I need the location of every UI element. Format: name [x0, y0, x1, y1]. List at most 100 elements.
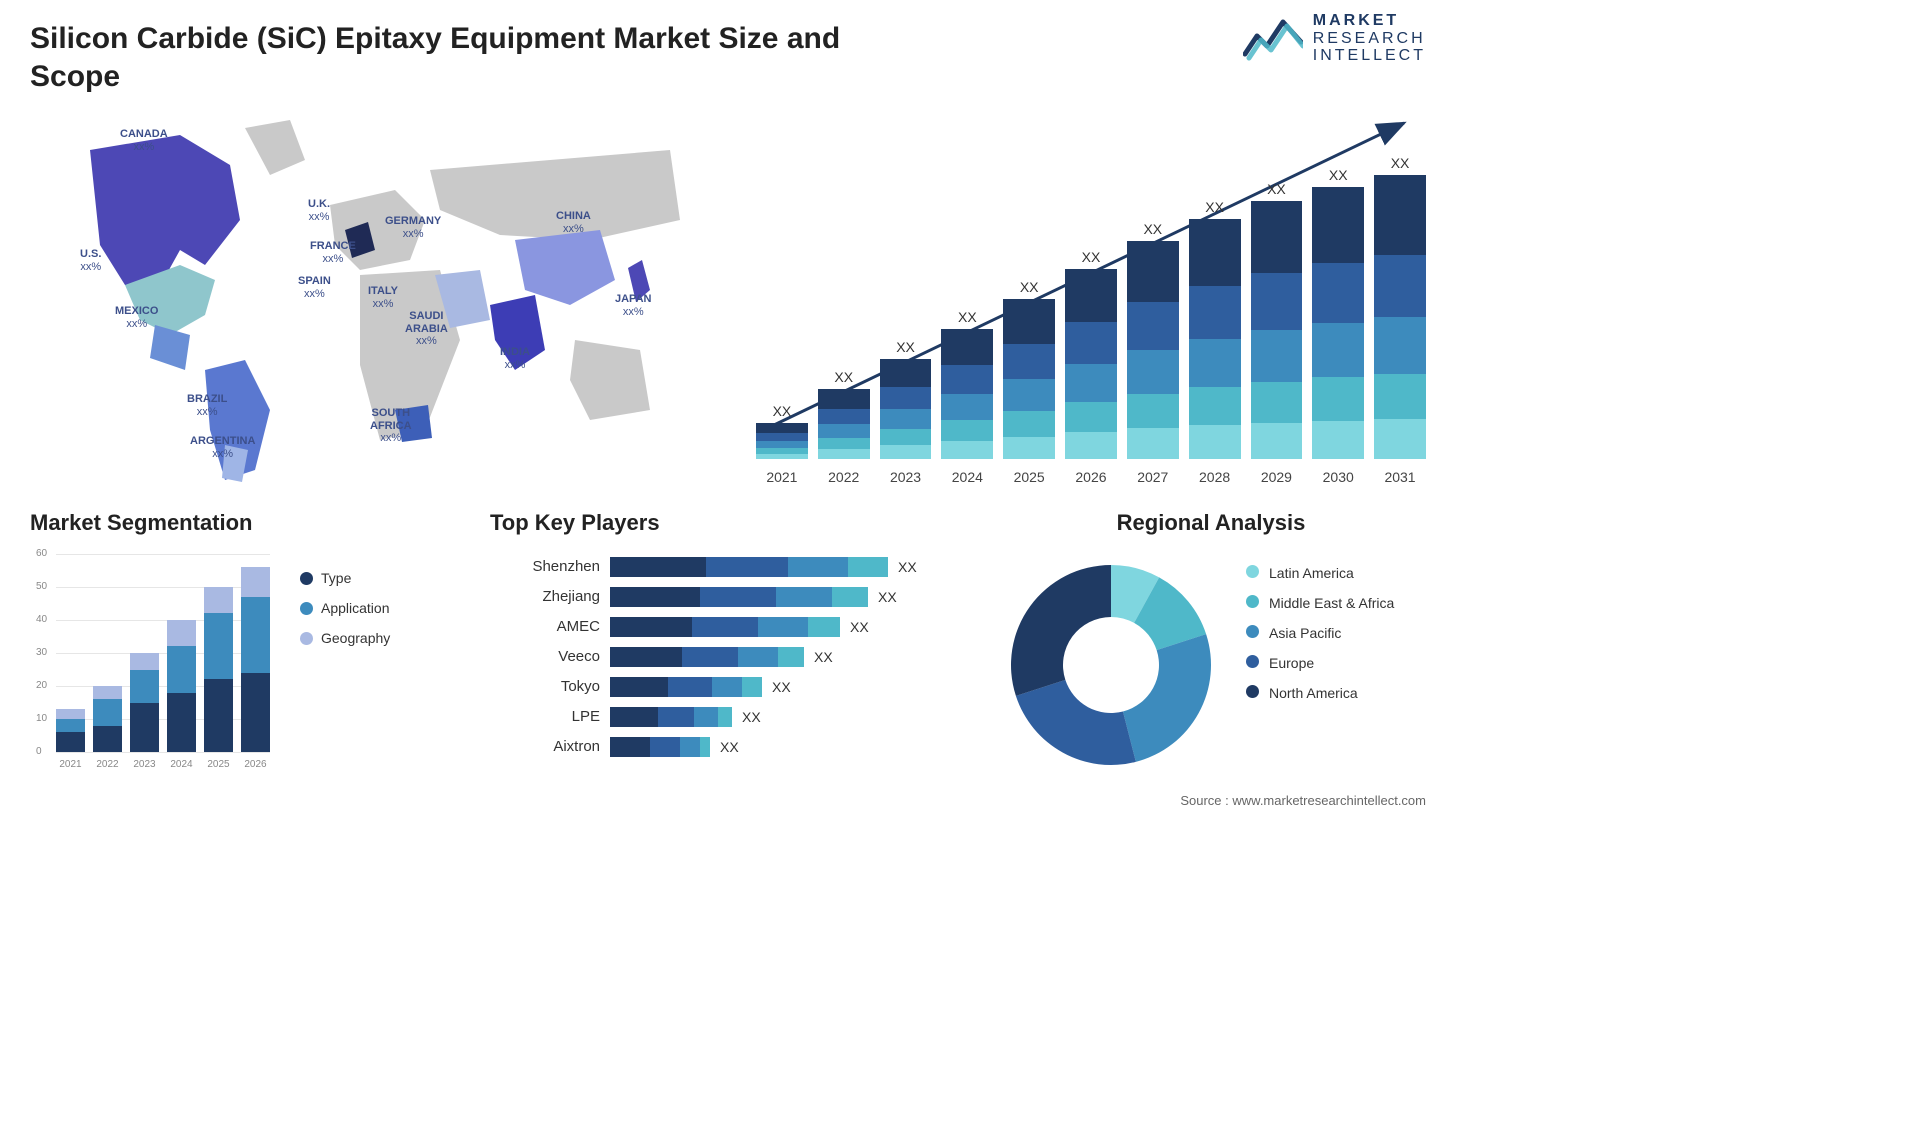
seg-bar-seg	[130, 670, 159, 703]
player-value: XX	[742, 709, 761, 725]
player-bar-seg	[610, 707, 658, 727]
player-bar	[610, 587, 868, 607]
forecast-bar-value: XX	[880, 339, 932, 355]
regional-title: Regional Analysis	[996, 510, 1426, 536]
seg-bar-seg	[93, 686, 122, 699]
seg-bar-seg	[93, 726, 122, 752]
seg-bar-seg	[93, 699, 122, 725]
forecast-bar-seg	[1312, 187, 1364, 263]
seg-y-tick: 50	[36, 581, 47, 592]
player-bar-seg	[742, 677, 762, 697]
player-value: XX	[878, 589, 897, 605]
forecast-bar-value: XX	[1189, 199, 1241, 215]
regional-donut	[996, 550, 1226, 780]
forecast-bar-panel: XXXXXXXXXXXXXXXXXXXXXX 20212022202320242…	[756, 105, 1426, 485]
forecast-year-label: 2024	[941, 469, 993, 485]
regional-legend-item: North America	[1246, 685, 1394, 701]
forecast-bar-seg	[1374, 317, 1426, 374]
player-bar	[610, 617, 840, 637]
regional-panel: Regional Analysis Latin AmericaMiddle Ea…	[996, 510, 1426, 780]
player-bar	[610, 707, 732, 727]
seg-bar-seg	[167, 620, 196, 646]
forecast-bar-value: XX	[756, 403, 808, 419]
seg-year-label: 2023	[130, 759, 159, 770]
forecast-bar-seg	[1312, 263, 1364, 323]
seg-bar-seg	[56, 719, 85, 732]
player-row: XX	[610, 552, 940, 582]
forecast-year-label: 2025	[1003, 469, 1055, 485]
seg-legend-item: Geography	[300, 630, 390, 646]
player-bar-seg	[610, 737, 650, 757]
seg-bar-seg	[204, 613, 233, 679]
brand-logo: MARKET RESEARCH INTELLECT	[1243, 12, 1426, 65]
seg-year-label: 2026	[241, 759, 270, 770]
player-bar-seg	[738, 647, 778, 667]
map-label: SAUDIARABIAxx%	[405, 310, 448, 348]
forecast-bar-seg	[1127, 241, 1179, 302]
player-bar-seg	[712, 677, 742, 697]
world-map-panel: CANADAxx%U.S.xx%MEXICOxx%BRAZILxx%ARGENT…	[30, 110, 700, 490]
forecast-year-label: 2027	[1127, 469, 1179, 485]
regional-legend: Latin AmericaMiddle East & AfricaAsia Pa…	[1246, 565, 1394, 715]
donut-slice	[1011, 565, 1111, 696]
segmentation-legend: TypeApplicationGeography	[300, 570, 390, 660]
seg-y-tick: 30	[36, 647, 47, 658]
forecast-bar-seg	[1003, 299, 1055, 344]
player-bar-seg	[778, 647, 804, 667]
forecast-bar-seg	[1003, 344, 1055, 379]
forecast-bar: XX	[1374, 155, 1426, 459]
forecast-year-label: 2022	[818, 469, 870, 485]
player-row: XX	[610, 642, 940, 672]
seg-bar-seg	[167, 693, 196, 752]
seg-bar-seg	[204, 587, 233, 613]
forecast-bar-seg	[1065, 364, 1117, 402]
forecast-bar-seg	[1312, 377, 1364, 421]
forecast-bar-seg	[756, 433, 808, 441]
player-bar	[610, 737, 710, 757]
forecast-bar-seg	[1065, 269, 1117, 322]
forecast-bar-value: XX	[1251, 181, 1303, 197]
forecast-bar-seg	[818, 424, 870, 438]
page-title: Silicon Carbide (SiC) Epitaxy Equipment …	[30, 20, 930, 95]
forecast-bar-value: XX	[1374, 155, 1426, 171]
player-value: XX	[898, 559, 917, 575]
player-name: LPE	[490, 702, 600, 732]
forecast-bar-value: XX	[818, 369, 870, 385]
player-name: Zhejiang	[490, 582, 600, 612]
forecast-bar: XX	[756, 403, 808, 459]
map-label: SPAINxx%	[298, 275, 331, 300]
forecast-bar-seg	[1127, 394, 1179, 429]
player-bar-seg	[610, 557, 706, 577]
map-label: INDIAxx%	[500, 346, 530, 371]
forecast-bar-seg	[1189, 339, 1241, 387]
forecast-bar-seg	[941, 441, 993, 459]
forecast-year-label: 2026	[1065, 469, 1117, 485]
regional-legend-item: Europe	[1246, 655, 1394, 671]
map-label: BRAZILxx%	[187, 393, 227, 418]
seg-bar	[56, 709, 85, 752]
seg-y-tick: 40	[36, 614, 47, 625]
player-bar-seg	[706, 557, 788, 577]
forecast-bar-seg	[1189, 286, 1241, 339]
world-map	[30, 110, 700, 490]
player-value: XX	[720, 739, 739, 755]
seg-bar-seg	[241, 567, 270, 597]
player-row: XX	[610, 672, 940, 702]
map-label: U.K.xx%	[308, 198, 330, 223]
forecast-year-label: 2028	[1189, 469, 1241, 485]
player-bar-seg	[788, 557, 848, 577]
seg-bar-seg	[204, 679, 233, 752]
forecast-bar: XX	[1189, 199, 1241, 459]
forecast-bar: XX	[1127, 221, 1179, 459]
segmentation-title: Market Segmentation	[30, 510, 460, 536]
forecast-bar-seg	[818, 389, 870, 409]
player-value: XX	[772, 679, 791, 695]
player-bar-seg	[776, 587, 832, 607]
seg-y-tick: 10	[36, 713, 47, 724]
forecast-bar: XX	[880, 339, 932, 459]
map-label: JAPANxx%	[615, 293, 651, 318]
forecast-x-labels: 2021202220232024202520262027202820292030…	[756, 469, 1426, 485]
seg-bar	[93, 686, 122, 752]
player-value: XX	[814, 649, 833, 665]
forecast-bar-seg	[1065, 432, 1117, 459]
